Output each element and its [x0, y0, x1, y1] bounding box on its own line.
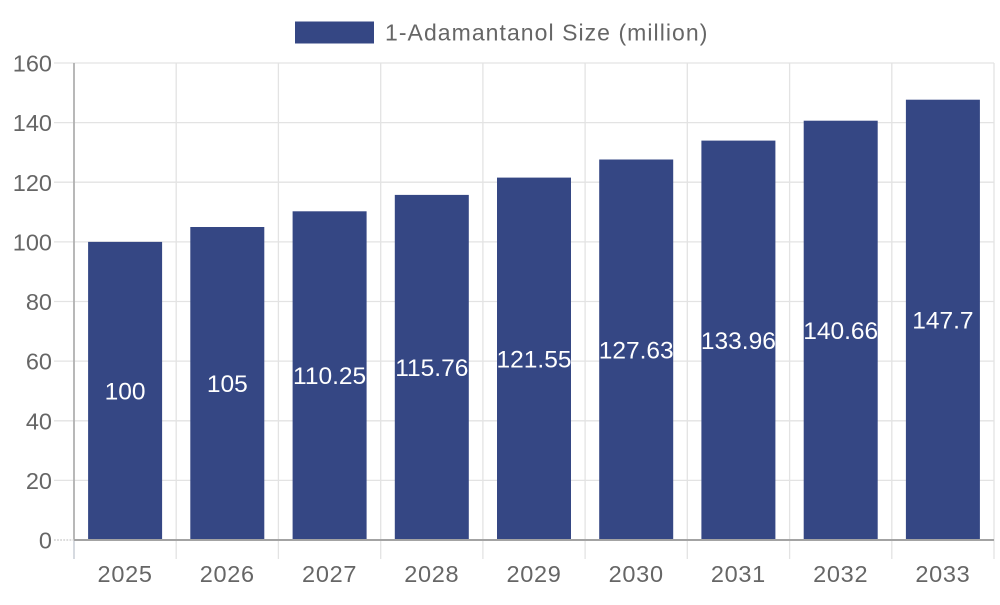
svg-text:105: 105: [207, 371, 248, 398]
svg-text:40: 40: [26, 408, 52, 434]
svg-text:147.7: 147.7: [912, 307, 973, 334]
svg-text:2025: 2025: [98, 561, 153, 587]
svg-text:2027: 2027: [302, 561, 357, 587]
svg-text:100: 100: [13, 230, 52, 256]
svg-text:60: 60: [26, 349, 52, 375]
svg-text:0: 0: [39, 528, 52, 554]
svg-text:133.96: 133.96: [701, 328, 776, 355]
svg-text:127.63: 127.63: [599, 337, 674, 364]
svg-text:2032: 2032: [813, 561, 868, 587]
svg-text:20: 20: [26, 468, 52, 494]
svg-text:1-Adamantanol Size (million): 1-Adamantanol Size (million): [385, 20, 708, 46]
svg-text:80: 80: [26, 289, 52, 315]
svg-text:140: 140: [13, 110, 52, 136]
svg-text:2028: 2028: [404, 561, 459, 587]
svg-text:2031: 2031: [711, 561, 766, 587]
svg-text:121.55: 121.55: [497, 346, 572, 373]
svg-text:2030: 2030: [609, 561, 664, 587]
svg-text:140.66: 140.66: [803, 318, 878, 345]
svg-text:110.25: 110.25: [293, 363, 366, 390]
svg-text:120: 120: [13, 170, 52, 196]
svg-text:160: 160: [13, 51, 52, 77]
svg-text:2026: 2026: [200, 561, 255, 587]
svg-text:2033: 2033: [915, 561, 970, 587]
svg-text:100: 100: [105, 378, 146, 405]
svg-text:2029: 2029: [506, 561, 561, 587]
svg-text:115.76: 115.76: [395, 355, 468, 382]
